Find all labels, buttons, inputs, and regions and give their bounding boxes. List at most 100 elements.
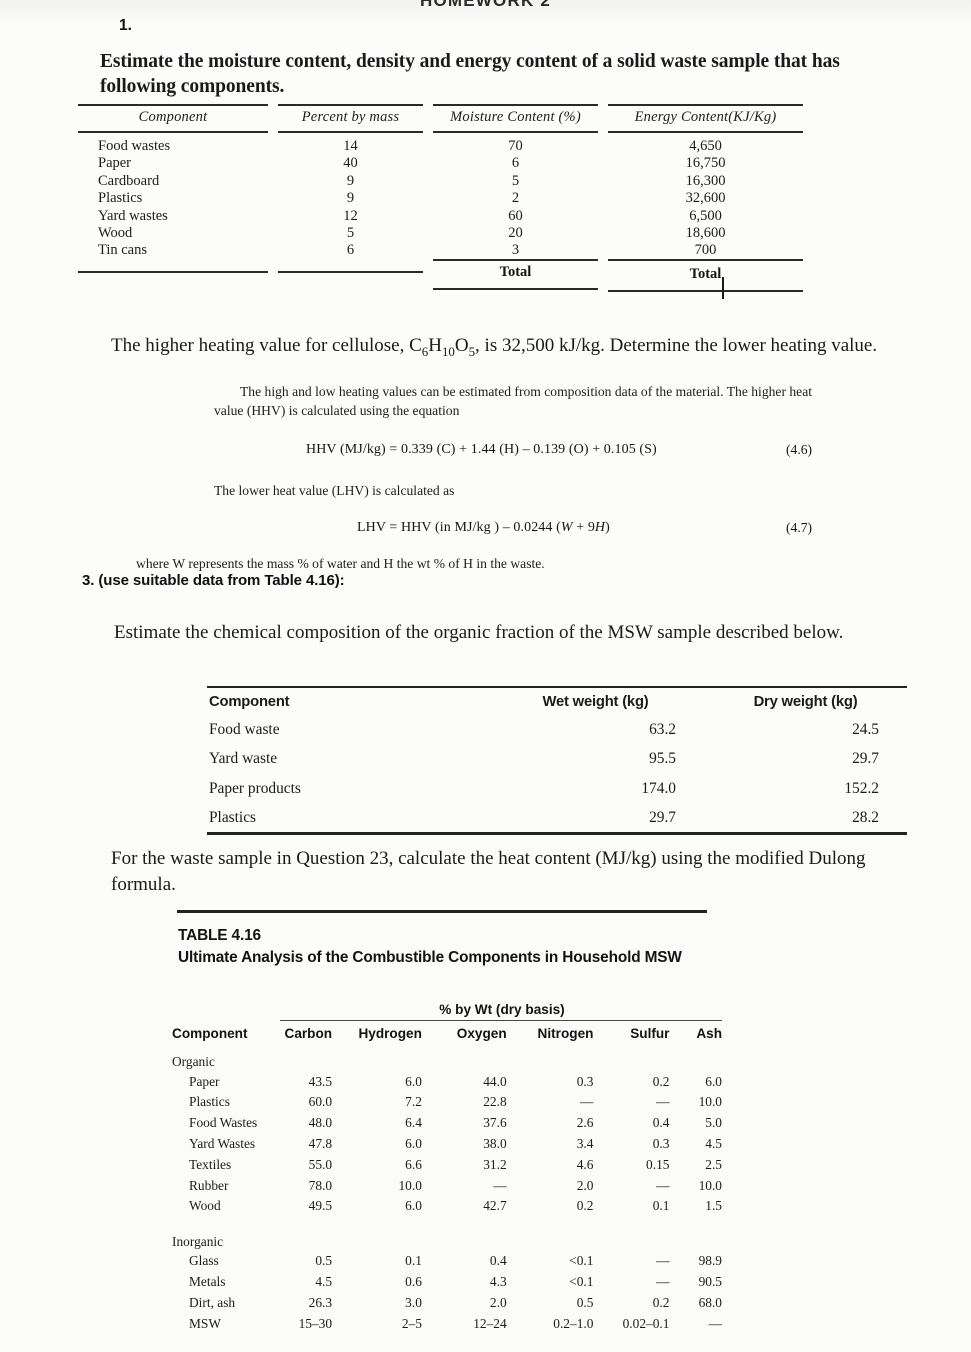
table416-cell-oxygen: 0.4 (489, 1253, 507, 1269)
table2-cell-component: Food waste (209, 721, 280, 739)
table416-cell-ash: 1.5 (705, 1198, 722, 1214)
table-row: Rubber 78.0 10.0 — 2.0 — 10.0 (172, 1175, 722, 1196)
table1-cell-energy: 18,600 (685, 225, 726, 242)
table-row: Paper products 174.0 152.2 (207, 774, 907, 803)
table416-cell-component: MSW (189, 1315, 221, 1331)
table416-cell-carbon: 48.0 (308, 1115, 333, 1131)
table1-cell-component: Cardboard (98, 172, 160, 189)
table2-cell-dry: 29.7 (852, 750, 879, 768)
table416-rule-top (177, 910, 707, 913)
table416-cell-component: Dirt, ash (189, 1294, 236, 1310)
table1-cell-component: Food wastes (98, 138, 171, 154)
table-row: Yard Wastes 47.8 6.0 38.0 3.4 0.3 4.5 (172, 1134, 722, 1155)
table416-cell-hydrogen: 3.0 (405, 1294, 422, 1310)
table2-rule-top (207, 686, 907, 689)
table416-header-ash: Ash (696, 1026, 722, 1042)
table-waste-components: Component Food wastes Paper Cardboard Pl… (78, 104, 803, 299)
equation-hhv: HHV (MJ/kg) = 0.339 (C) + 1.44 (H) – 0.1… (306, 442, 657, 457)
table416-cell-hydrogen: 2–5 (401, 1315, 422, 1331)
table416-label: TABLE 4.16 (178, 927, 261, 944)
table416-cell-ash: 10.0 (698, 1094, 722, 1110)
table-row: Dirt, ash 26.3 3.0 2.0 0.5 0.2 68.0 (172, 1292, 722, 1313)
table416-cell-ash: 68.0 (698, 1294, 722, 1310)
table416-cell-oxygen: 12–24 (473, 1315, 507, 1331)
table416-cell-nitrogen: 0.2–1.0 (553, 1315, 594, 1331)
table416-cell-carbon: 55.0 (308, 1156, 333, 1172)
table2-cell-component: Plastics (209, 808, 257, 826)
table416-cell-carbon: 26.3 (308, 1294, 333, 1310)
table-row: Plastics 60.0 7.2 22.8 — — 10.0 (172, 1092, 722, 1113)
table416-cell-carbon: 43.5 (308, 1073, 333, 1089)
table416-cell-component: Metals (189, 1273, 226, 1289)
table1-cell-percent: 14 (343, 138, 358, 154)
table1-header-energy: Energy Content(KJ/Kg) (634, 109, 777, 125)
table416-cell-sulfur: 0.2 (652, 1294, 670, 1310)
table416-cell-sulfur: — (656, 1177, 670, 1193)
table1-cell-component: Paper (98, 155, 132, 172)
table416-cell-component: Wood (189, 1198, 221, 1214)
table416-header-carbon: Carbon (284, 1026, 333, 1042)
table416-spacer (172, 1217, 722, 1228)
table416-cell-ash: 2.5 (705, 1156, 722, 1172)
table416-cell-ash: 90.5 (698, 1273, 722, 1289)
table416-header-hydrogen: Hydrogen (358, 1026, 422, 1042)
table416-group-inorganic: Inorganic (172, 1228, 722, 1251)
table2-cell-component: Paper products (209, 779, 301, 797)
table1-cell-percent: 40 (343, 155, 358, 172)
table1-cell-component: Wood (98, 225, 133, 242)
table416-group-organic: Organic (172, 1048, 722, 1071)
table1-cell-component: Yard wastes (98, 207, 168, 224)
question-2-statement: The higher heating value for cellulose, … (111, 335, 878, 359)
table1-header-moisture: Moisture Content (%) (450, 109, 581, 125)
question-1-number: 1. (119, 17, 132, 34)
table416-cell-hydrogen: 6.0 (405, 1073, 422, 1089)
table1-cell-moisture: 20 (508, 225, 523, 242)
table416-cell-nitrogen: 2.0 (576, 1177, 594, 1193)
table-wet-dry-weight: Component Wet weight (kg) Dry weight (kg… (207, 686, 907, 835)
table1-cell-energy: 4,650 (689, 138, 722, 154)
table1-header-component: Component (138, 109, 208, 125)
table416-cell-oxygen: — (493, 1177, 507, 1193)
table1-cell-moisture: 60 (508, 207, 523, 224)
table1-total-moisture: Total (499, 264, 532, 280)
table416-cell-hydrogen: 6.6 (405, 1156, 422, 1172)
table416-cell-component: Food Wastes (189, 1115, 258, 1131)
table416-cell-oxygen: 4.3 (489, 1273, 507, 1289)
table416-group-label: Organic (172, 1054, 215, 1070)
table416-cell-nitrogen: <0.1 (569, 1253, 594, 1269)
table416-cell-sulfur: 0.02–0.1 (622, 1315, 670, 1331)
table416-title-text: Ultimate Analysis of the Combustible Com… (178, 948, 682, 966)
table2-cell-component: Yard waste (209, 750, 278, 768)
equation-hhv-number: (4.6) (786, 442, 813, 457)
table416-cell-hydrogen: 7.2 (405, 1094, 422, 1110)
equation-lhv: LHV = HHV (in MJ/kg ) – 0.0244 (W + 9H) (357, 520, 610, 535)
table416-header-sulfur: Sulfur (630, 1026, 670, 1042)
table416-cell-oxygen: 31.2 (483, 1156, 507, 1172)
table1-total-energy: Total (689, 266, 722, 282)
table1-cell-percent: 6 (346, 242, 355, 259)
table-row: Glass 0.5 0.1 0.4 <0.1 — 98.9 (172, 1251, 722, 1272)
question-1-statement: Estimate the moisture content, density a… (100, 51, 840, 97)
table416-cell-component: Yard Wastes (189, 1136, 256, 1152)
table416-cell-nitrogen: 2.6 (576, 1115, 594, 1131)
table416-cell-nitrogen: 4.6 (576, 1156, 594, 1172)
table416-header-row: Component Carbon Hydrogen Oxygen Nitroge… (172, 1022, 722, 1048)
table2-cell-dry: 152.2 (844, 779, 879, 797)
table1-cell-moisture: 5 (511, 172, 520, 189)
table416-group-label: Inorganic (172, 1233, 224, 1249)
table416-cell-carbon: 49.5 (308, 1198, 333, 1214)
table416-cell-ash: 4.5 (705, 1136, 722, 1152)
table2-rule-bottom (207, 832, 907, 835)
table416-cell-sulfur: — (656, 1094, 670, 1110)
table416-cell-carbon: 78.0 (308, 1177, 333, 1193)
page-header-cutoff: HOMEWORK 2 (0, 0, 971, 9)
table416-span-rule (280, 1020, 722, 1022)
table416-cell-component: Textiles (189, 1156, 232, 1172)
table2-cell-dry: 24.5 (852, 721, 879, 739)
table416-cell-hydrogen: 6.0 (405, 1198, 422, 1214)
question-2-note-symbols: where W represents the mass % of water a… (136, 556, 545, 571)
table416-cell-component: Plastics (189, 1094, 230, 1110)
table1-cell-percent: 9 (346, 190, 355, 207)
table416-cell-sulfur: 0.3 (652, 1136, 670, 1152)
